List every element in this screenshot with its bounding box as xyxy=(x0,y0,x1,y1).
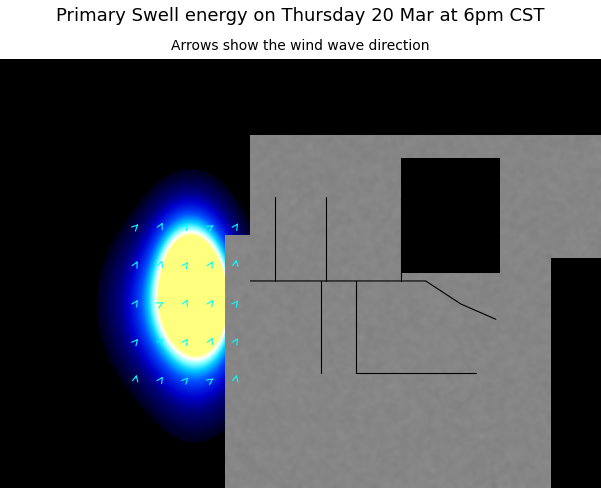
Text: Primary Swell energy on Thursday 20 Mar at 6pm CST: Primary Swell energy on Thursday 20 Mar … xyxy=(56,7,545,25)
Text: Arrows show the wind wave direction: Arrows show the wind wave direction xyxy=(171,39,430,53)
